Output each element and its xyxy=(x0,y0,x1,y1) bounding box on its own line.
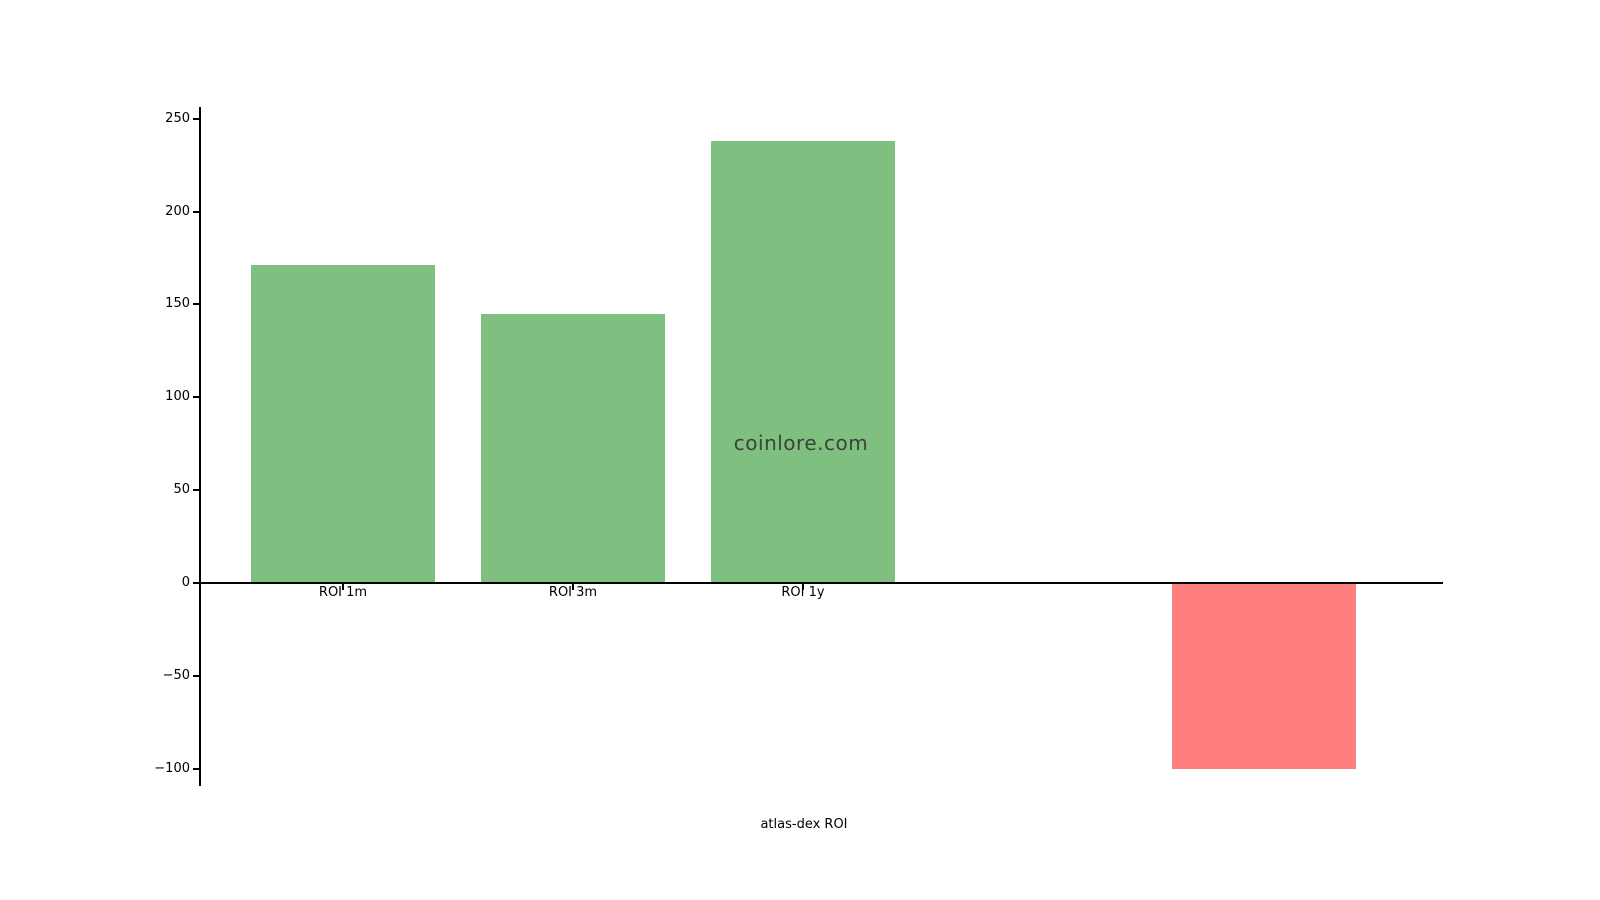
y-axis-tick xyxy=(193,396,200,399)
bar-roi-1y xyxy=(711,141,895,583)
chart-xlabel: atlas-dex ROI xyxy=(760,817,848,832)
y-axis-tick xyxy=(193,489,200,492)
y-tick-label: 200 xyxy=(165,203,190,219)
y-axis-tick xyxy=(193,582,200,584)
x-axis-tick xyxy=(572,584,574,590)
y-axis-tick xyxy=(193,117,200,120)
y-axis-tick xyxy=(193,674,200,677)
x-tick-label: ROI 1m xyxy=(318,585,368,600)
bar-roi-1m xyxy=(251,265,435,583)
bar-roi-3m xyxy=(481,313,665,583)
y-tick-label: 250 xyxy=(165,110,190,126)
bar-negative xyxy=(1172,583,1356,769)
y-tick-label: 0 xyxy=(181,575,190,590)
y-axis-line xyxy=(199,107,201,786)
watermark-text: coinlore.com xyxy=(733,431,869,455)
x-tick-label: ROI 3m xyxy=(548,585,598,600)
x-tick-label: ROI 1y xyxy=(781,585,825,600)
y-tick-label: 150 xyxy=(165,296,190,312)
y-axis-tick xyxy=(193,210,200,213)
y-tick-label: −50 xyxy=(162,667,190,683)
y-tick-label: 50 xyxy=(173,482,190,498)
y-tick-label: −100 xyxy=(154,760,190,776)
y-tick-label: 100 xyxy=(165,389,190,405)
y-axis-tick xyxy=(193,303,200,306)
y-axis-tick xyxy=(193,767,200,770)
x-axis-line xyxy=(200,582,1443,584)
x-axis-tick xyxy=(802,584,804,590)
x-axis-tick xyxy=(342,584,344,590)
